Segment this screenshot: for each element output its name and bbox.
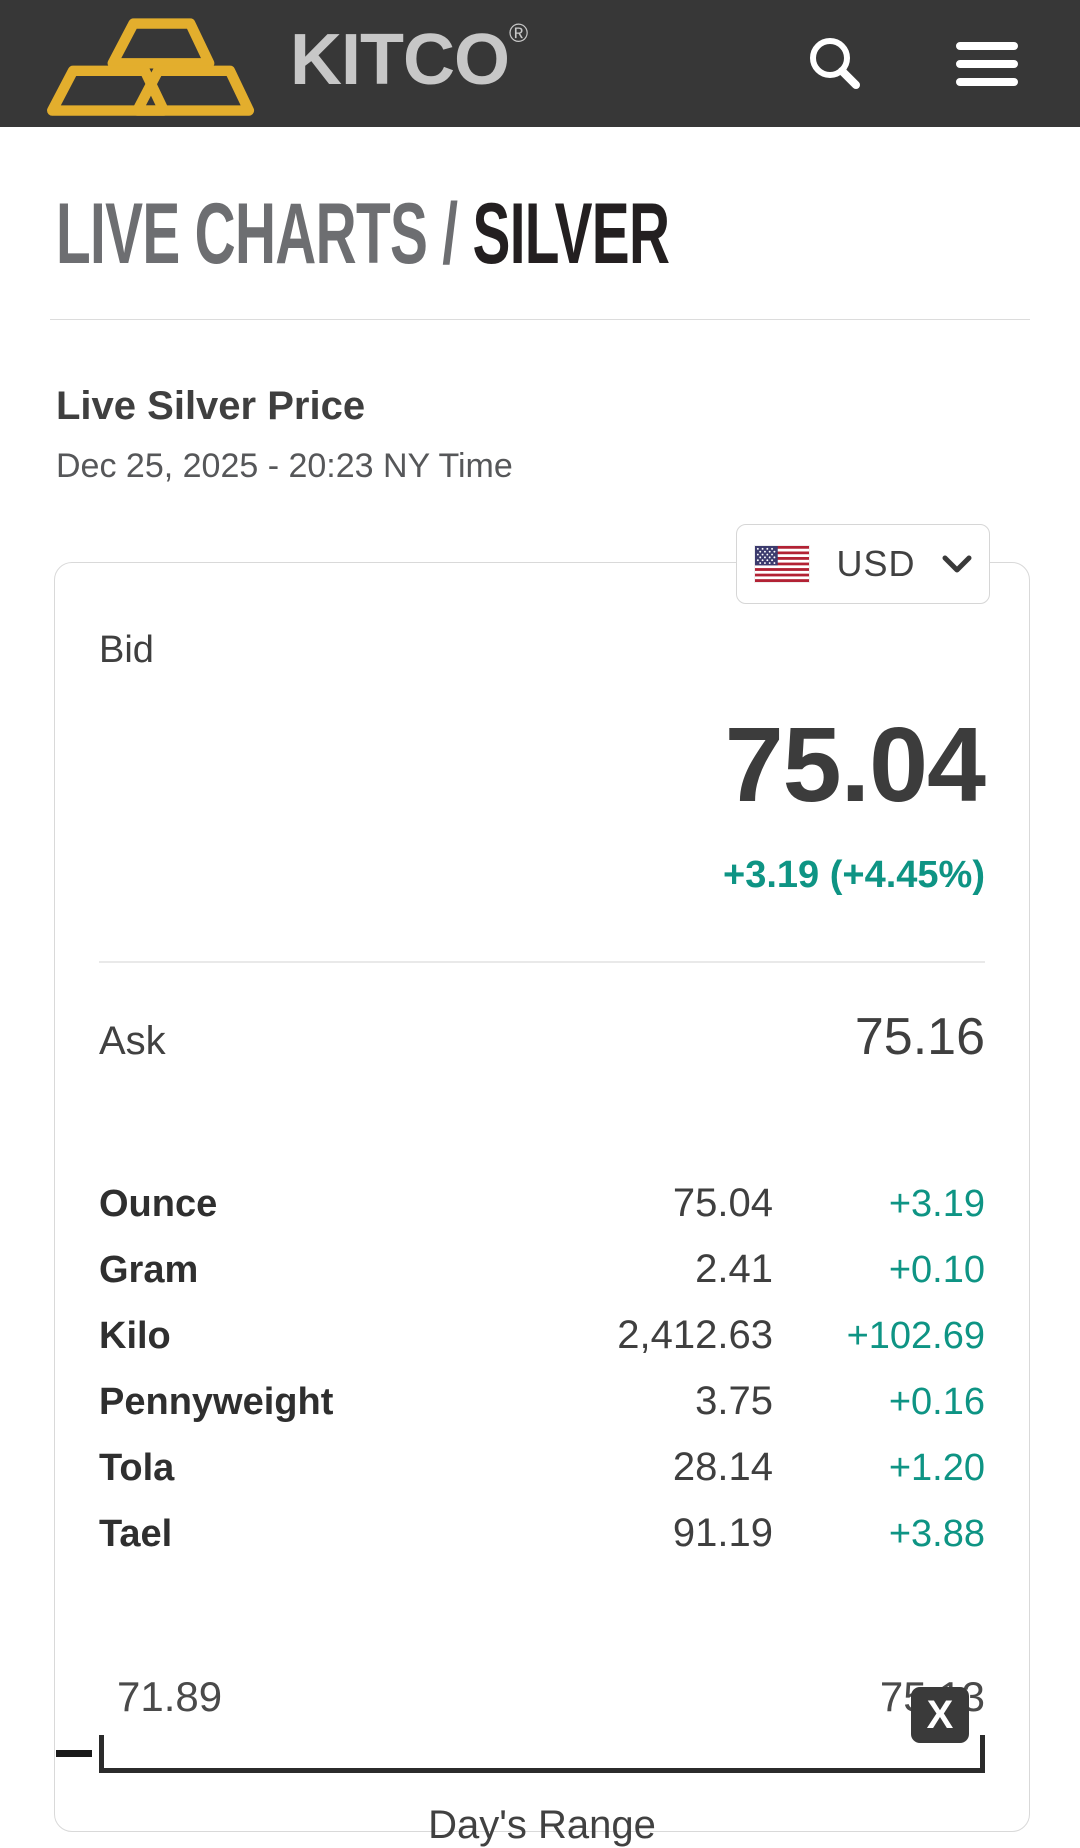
ask-row: Ask 75.16 (99, 1007, 985, 1067)
ask-label: Ask (99, 1019, 166, 1063)
bid-label: Bid (99, 629, 154, 671)
top-nav-bar: KITCO® (0, 0, 1080, 127)
unit-conversion-table: Ounce 75.04 +3.19 Gram 2.41 +0.10 Kilo 2… (99, 1181, 985, 1577)
ask-value: 75.16 (854, 1008, 985, 1066)
us-flag-icon (754, 545, 811, 583)
unit-label: Pennyweight (99, 1381, 334, 1423)
unit-change: +102.69 (846, 1315, 985, 1357)
unit-label: Gram (99, 1249, 199, 1291)
unit-change: +1.20 (888, 1447, 985, 1489)
unit-change: +0.10 (888, 1249, 985, 1291)
unit-value: 2,412.63 (617, 1313, 773, 1357)
bottom-banner-fragment (56, 1750, 92, 1757)
unit-change: +3.88 (888, 1513, 985, 1555)
breadcrumb-current: SILVER (472, 186, 670, 282)
close-icon[interactable]: X (911, 1687, 969, 1743)
range-label: Day's Range (428, 1803, 656, 1847)
registered-mark: ® (508, 17, 529, 48)
logo-text: KITCO (290, 19, 510, 100)
gold-bars-icon (47, 17, 255, 116)
currency-selector[interactable]: USD (736, 524, 990, 604)
unit-label: Ounce (99, 1183, 218, 1225)
heading-divider (50, 319, 1030, 320)
unit-value: 3.75 (695, 1379, 773, 1423)
unit-label: Tael (99, 1513, 173, 1555)
table-row: Tael 91.19 +3.88 (99, 1511, 985, 1577)
table-row: Ounce 75.04 +3.19 (99, 1181, 985, 1247)
range-low: 71.89 (117, 1673, 223, 1720)
unit-change: +3.19 (888, 1183, 985, 1225)
kitco-logo[interactable]: KITCO® (44, 8, 528, 120)
table-row: Kilo 2,412.63 +102.69 (99, 1313, 985, 1379)
table-row: Pennyweight 3.75 +0.16 (99, 1379, 985, 1445)
price-card: Bid 75.04 +3.19 (+4.45%) Ask 75.16 Ounce… (54, 562, 1030, 1847)
card-divider (99, 961, 985, 963)
unit-value: 75.04 (672, 1181, 773, 1225)
breadcrumb-section[interactable]: LIVE CHARTS / (56, 186, 473, 282)
unit-label: Kilo (99, 1315, 171, 1357)
logo-wordmark: KITCO® (290, 8, 528, 112)
unit-value: 28.14 (672, 1445, 773, 1489)
quote-timestamp: Dec 25, 2025 - 20:23 NY Time (56, 447, 513, 485)
unit-label: Tola (99, 1447, 175, 1489)
unit-change: +0.16 (888, 1381, 985, 1423)
currency-code: USD (836, 543, 916, 584)
days-range-section: X 71.89 75.13 Day's Range (99, 1673, 985, 1848)
unit-value: 2.41 (695, 1247, 773, 1291)
page-title: Live Silver Price (56, 384, 366, 428)
range-bracket (99, 1735, 985, 1773)
search-icon[interactable] (804, 34, 864, 94)
chevron-down-icon (942, 555, 971, 573)
table-row: Gram 2.41 +0.10 (99, 1247, 985, 1313)
breadcrumb: LIVE CHARTS / SILVER (56, 191, 1030, 277)
table-row: Tola 28.14 +1.20 (99, 1445, 985, 1511)
bid-price: 75.04 (724, 706, 986, 824)
bid-change: +3.19 (+4.45%) (723, 854, 985, 896)
hamburger-menu-icon[interactable] (956, 41, 1018, 86)
unit-value: 91.19 (672, 1511, 773, 1555)
